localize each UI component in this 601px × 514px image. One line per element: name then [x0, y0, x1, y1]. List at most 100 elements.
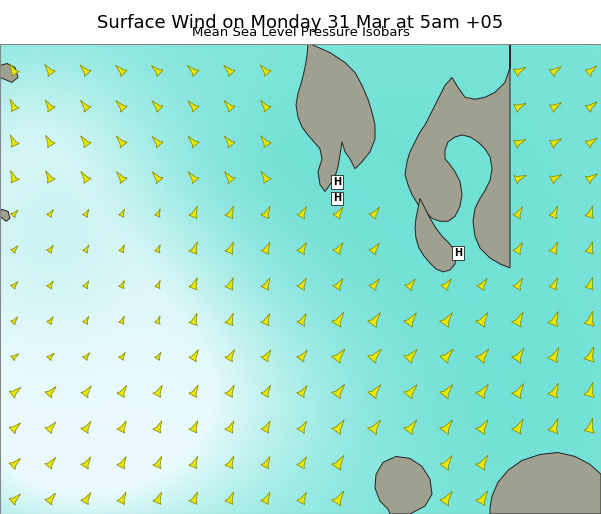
Polygon shape — [439, 491, 453, 506]
Polygon shape — [261, 206, 270, 219]
Polygon shape — [225, 313, 233, 326]
Polygon shape — [441, 279, 451, 290]
Polygon shape — [548, 347, 559, 362]
Polygon shape — [261, 242, 270, 254]
Polygon shape — [81, 386, 91, 398]
Polygon shape — [584, 418, 594, 433]
Polygon shape — [225, 385, 234, 397]
Polygon shape — [225, 242, 234, 254]
Polygon shape — [224, 101, 235, 112]
Polygon shape — [368, 384, 381, 399]
Polygon shape — [475, 348, 489, 363]
Polygon shape — [225, 456, 234, 469]
Polygon shape — [404, 384, 417, 399]
Polygon shape — [117, 421, 126, 433]
Polygon shape — [375, 456, 432, 514]
Polygon shape — [549, 139, 562, 148]
Polygon shape — [117, 172, 127, 183]
Text: Surface Wind on Monday 31 Mar at 5am +05: Surface Wind on Monday 31 Mar at 5am +05 — [97, 14, 504, 32]
Polygon shape — [81, 457, 91, 469]
Polygon shape — [11, 210, 18, 217]
Polygon shape — [295, 44, 510, 268]
Polygon shape — [82, 316, 89, 324]
Polygon shape — [332, 491, 344, 506]
Polygon shape — [9, 388, 21, 398]
Polygon shape — [189, 385, 198, 397]
Polygon shape — [261, 136, 271, 148]
Polygon shape — [153, 385, 162, 397]
Polygon shape — [189, 278, 197, 290]
Polygon shape — [0, 64, 18, 82]
Polygon shape — [549, 206, 558, 218]
Polygon shape — [224, 136, 235, 148]
Polygon shape — [189, 350, 198, 362]
Polygon shape — [415, 198, 456, 272]
Polygon shape — [297, 386, 307, 398]
Polygon shape — [548, 311, 558, 326]
Polygon shape — [81, 136, 91, 148]
Polygon shape — [189, 206, 197, 218]
Polygon shape — [549, 175, 562, 184]
Polygon shape — [82, 209, 89, 217]
Polygon shape — [368, 349, 382, 363]
Polygon shape — [511, 312, 523, 327]
Polygon shape — [225, 350, 234, 362]
Polygon shape — [11, 281, 18, 289]
Polygon shape — [80, 65, 91, 77]
Polygon shape — [297, 314, 307, 326]
Polygon shape — [514, 175, 526, 184]
Polygon shape — [46, 245, 53, 253]
Polygon shape — [585, 66, 597, 77]
Polygon shape — [261, 171, 271, 183]
Polygon shape — [475, 491, 488, 506]
Polygon shape — [260, 100, 271, 112]
Polygon shape — [439, 455, 453, 470]
Polygon shape — [511, 419, 523, 434]
Polygon shape — [0, 209, 10, 222]
Polygon shape — [333, 243, 343, 255]
Polygon shape — [154, 209, 160, 217]
Polygon shape — [260, 65, 271, 77]
Polygon shape — [45, 100, 55, 112]
Polygon shape — [188, 136, 199, 148]
Polygon shape — [549, 278, 558, 290]
Polygon shape — [118, 352, 126, 360]
Polygon shape — [297, 278, 307, 290]
Polygon shape — [297, 243, 307, 254]
Polygon shape — [46, 210, 53, 217]
Text: H: H — [333, 177, 341, 187]
Polygon shape — [513, 207, 523, 219]
Polygon shape — [44, 64, 55, 76]
Polygon shape — [585, 102, 597, 113]
Polygon shape — [10, 135, 19, 147]
Polygon shape — [511, 348, 524, 363]
Text: H: H — [454, 248, 462, 258]
Polygon shape — [118, 316, 124, 324]
Polygon shape — [154, 245, 160, 253]
Polygon shape — [440, 384, 453, 399]
Polygon shape — [82, 353, 90, 360]
Polygon shape — [404, 420, 416, 435]
Polygon shape — [475, 419, 488, 434]
Polygon shape — [118, 209, 124, 217]
Polygon shape — [189, 420, 198, 433]
Polygon shape — [490, 452, 601, 514]
Polygon shape — [369, 243, 379, 255]
Polygon shape — [368, 313, 380, 327]
Polygon shape — [151, 65, 163, 77]
Polygon shape — [81, 171, 91, 183]
Polygon shape — [188, 172, 199, 183]
Polygon shape — [584, 311, 594, 326]
Polygon shape — [475, 384, 489, 399]
Polygon shape — [45, 457, 56, 469]
Polygon shape — [548, 383, 558, 398]
Polygon shape — [439, 313, 453, 327]
Polygon shape — [440, 349, 453, 363]
Polygon shape — [585, 242, 593, 254]
Polygon shape — [475, 455, 488, 470]
Polygon shape — [153, 456, 162, 469]
Polygon shape — [439, 420, 453, 434]
Polygon shape — [225, 206, 234, 218]
Polygon shape — [10, 64, 19, 76]
Polygon shape — [261, 421, 270, 433]
